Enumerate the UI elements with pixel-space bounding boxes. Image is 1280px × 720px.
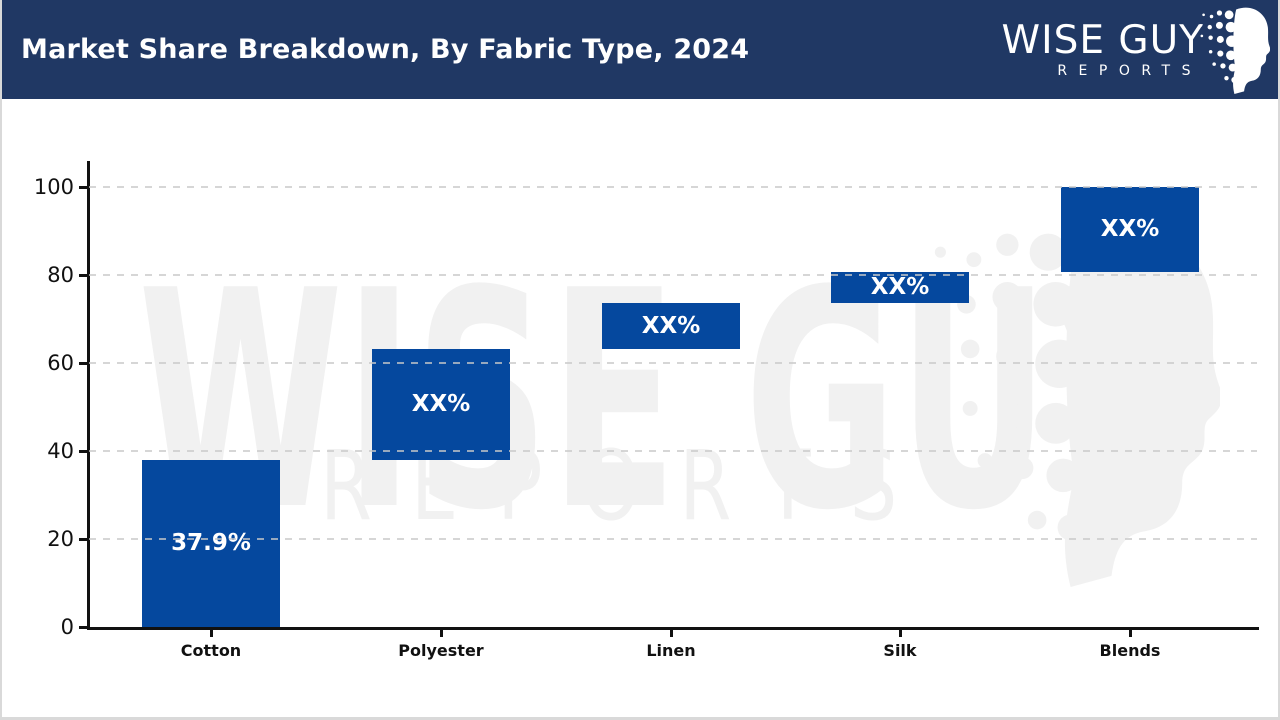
y-tick-label-60: 60 bbox=[47, 351, 74, 375]
x-tick-polyester bbox=[440, 629, 443, 637]
x-category-label-linen: Linen bbox=[646, 641, 696, 660]
y-tick-20 bbox=[79, 538, 89, 541]
bar-label-linen: XX% bbox=[641, 312, 701, 339]
y-tick-60 bbox=[79, 362, 89, 365]
y-axis-line bbox=[87, 161, 90, 629]
bar-label-cotton: 37.9% bbox=[171, 530, 251, 557]
y-tick-label-0: 0 bbox=[60, 615, 74, 639]
gridline-40 bbox=[89, 450, 1257, 452]
x-category-label-silk: Silk bbox=[883, 641, 917, 660]
x-tick-cotton bbox=[210, 629, 213, 637]
y-tick-100 bbox=[79, 186, 89, 189]
bar-blends: XX% bbox=[1061, 187, 1199, 272]
y-tick-label-20: 20 bbox=[47, 527, 74, 551]
y-tick-0 bbox=[79, 626, 89, 629]
bar-cotton: 37.9% bbox=[142, 460, 280, 627]
brand-logo: WISE GUY REPORTS bbox=[1002, 6, 1270, 94]
y-tick-label-100: 100 bbox=[33, 175, 74, 199]
header-bar: Market Share Breakdown, By Fabric Type, … bbox=[0, 0, 1280, 99]
x-tick-silk bbox=[899, 629, 902, 637]
logo-wordmark: WISE GUY bbox=[1001, 17, 1204, 63]
gridline-80 bbox=[89, 274, 1257, 276]
x-axis-line bbox=[87, 627, 1259, 630]
logo-subtitle: REPORTS bbox=[1057, 62, 1202, 79]
gridline-100 bbox=[89, 186, 1257, 188]
gridline-20 bbox=[89, 538, 1257, 540]
plot-area: 0 20 40 60 80 100 37.9% Cotton XX% Polyester XX% Li… bbox=[34, 161, 1259, 660]
x-category-label-blends: Blends bbox=[1099, 641, 1161, 660]
bar-silk: XX% bbox=[831, 271, 969, 304]
dotted-head-icon bbox=[1199, 7, 1270, 94]
x-category-label-cotton: Cotton bbox=[180, 641, 242, 660]
x-tick-blends bbox=[1129, 629, 1132, 637]
y-tick-80 bbox=[79, 274, 89, 277]
gridline-60 bbox=[89, 362, 1257, 364]
y-tick-40 bbox=[79, 450, 89, 453]
bar-label-silk: XX% bbox=[870, 274, 930, 301]
chart-title: Market Share Breakdown, By Fabric Type, … bbox=[21, 34, 750, 65]
x-category-label-polyester: Polyester bbox=[398, 641, 484, 660]
bar-label-blends: XX% bbox=[1100, 215, 1160, 242]
bar-linen: XX% bbox=[602, 303, 740, 349]
bar-polyester: XX% bbox=[372, 348, 510, 461]
y-tick-label-40: 40 bbox=[47, 439, 74, 463]
y-tick-label-80: 80 bbox=[47, 263, 74, 287]
x-tick-linen bbox=[670, 629, 673, 637]
bar-label-polyester: XX% bbox=[411, 391, 471, 418]
